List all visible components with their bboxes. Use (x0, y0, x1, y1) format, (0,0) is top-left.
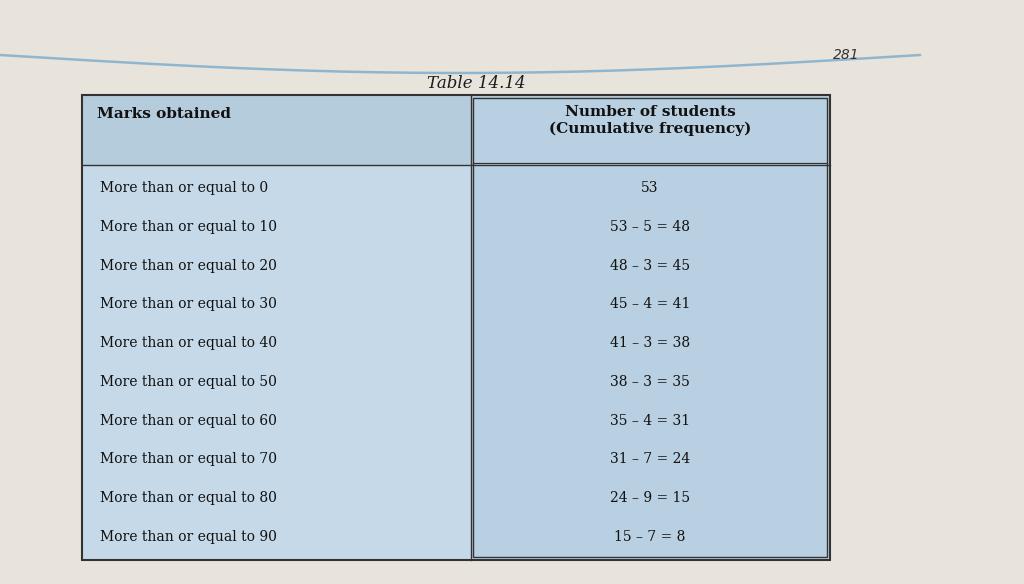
Text: More than or equal to 90: More than or equal to 90 (100, 530, 276, 544)
Text: 53: 53 (641, 182, 658, 196)
Text: More than or equal to 20: More than or equal to 20 (100, 259, 276, 273)
Text: Number of students
(Cumulative frequency): Number of students (Cumulative frequency… (549, 105, 752, 135)
Text: More than or equal to 50: More than or equal to 50 (100, 375, 276, 389)
Polygon shape (473, 98, 827, 557)
Text: More than or equal to 70: More than or equal to 70 (100, 452, 278, 466)
Text: 41 – 3 = 38: 41 – 3 = 38 (610, 336, 690, 350)
Text: More than or equal to 60: More than or equal to 60 (100, 413, 276, 427)
Polygon shape (82, 95, 830, 560)
Text: More than or equal to 0: More than or equal to 0 (100, 182, 268, 196)
Text: More than or equal to 80: More than or equal to 80 (100, 491, 276, 505)
Polygon shape (82, 95, 830, 165)
Text: 24 – 9 = 15: 24 – 9 = 15 (610, 491, 690, 505)
Text: More than or equal to 40: More than or equal to 40 (100, 336, 278, 350)
Text: 38 – 3 = 35: 38 – 3 = 35 (610, 375, 690, 389)
Text: 45 – 4 = 41: 45 – 4 = 41 (610, 297, 690, 311)
Text: 35 – 4 = 31: 35 – 4 = 31 (610, 413, 690, 427)
Text: More than or equal to 30: More than or equal to 30 (100, 297, 276, 311)
Text: Table 14.14: Table 14.14 (427, 75, 525, 92)
Text: 15 – 7 = 8: 15 – 7 = 8 (614, 530, 686, 544)
Text: More than or equal to 10: More than or equal to 10 (100, 220, 278, 234)
Text: 281: 281 (834, 48, 860, 62)
Text: 48 – 3 = 45: 48 – 3 = 45 (610, 259, 690, 273)
Text: 53 – 5 = 48: 53 – 5 = 48 (610, 220, 690, 234)
Text: 31 – 7 = 24: 31 – 7 = 24 (610, 452, 690, 466)
Text: Marks obtained: Marks obtained (97, 107, 231, 121)
